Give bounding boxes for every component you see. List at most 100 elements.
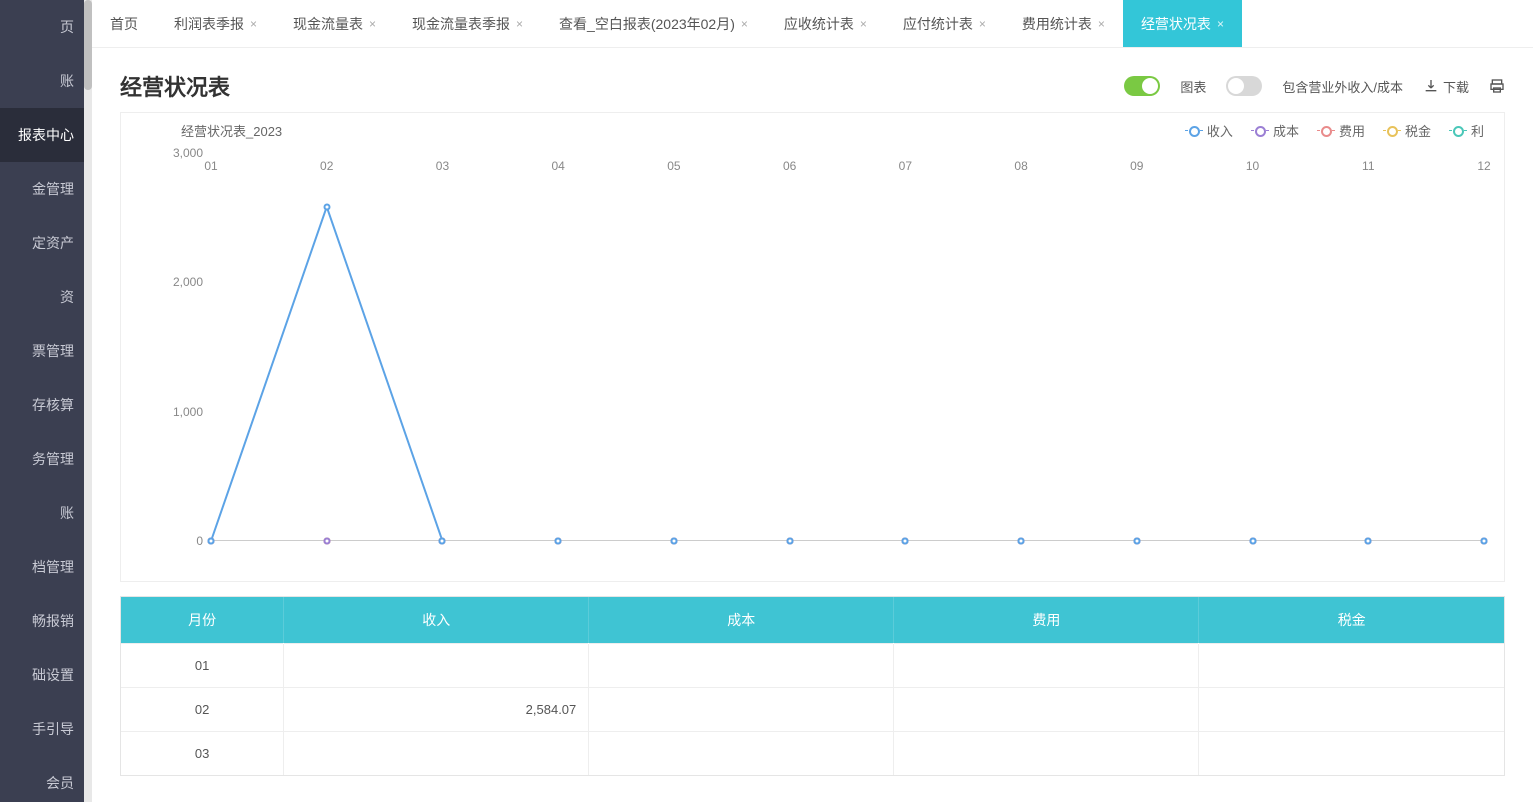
sidebar-item[interactable]: 资 xyxy=(0,270,92,324)
data-table-container: 月份收入成本费用税金 01022,584.0703 xyxy=(120,596,1505,776)
page-header: 经营状况表 图表 包含营业外收入/成本 下载 xyxy=(92,48,1533,112)
legend-marker xyxy=(1185,130,1203,131)
sidebar-item[interactable]: 档管理 xyxy=(0,540,92,594)
legend-item[interactable]: 成本 xyxy=(1251,121,1299,140)
chart-marker[interactable] xyxy=(1018,538,1025,545)
toggle-extra-label: 包含营业外收入/成本 xyxy=(1282,77,1403,96)
chart-marker[interactable] xyxy=(1365,538,1372,545)
sidebar-item[interactable]: 金管理 xyxy=(0,162,92,216)
download-button[interactable]: 下载 xyxy=(1423,77,1469,96)
x-axis-label: 01 xyxy=(204,159,217,173)
tab-bar: 首页利润表季报×现金流量表×现金流量表季报×查看_空白报表(2023年02月)×… xyxy=(92,0,1533,48)
legend-item[interactable]: 收入 xyxy=(1185,121,1233,140)
chart-marker[interactable] xyxy=(1133,538,1140,545)
sidebar-item[interactable]: 手引导 xyxy=(0,702,92,756)
table-cell: 01 xyxy=(121,643,284,687)
tab[interactable]: 首页 xyxy=(92,0,156,47)
legend-label: 费用 xyxy=(1339,121,1365,140)
sidebar-scrollbar[interactable] xyxy=(84,0,92,802)
sidebar-item[interactable]: 账 xyxy=(0,54,92,108)
table-body: 01022,584.0703 xyxy=(121,643,1504,775)
tab[interactable]: 费用统计表 × xyxy=(1004,0,1123,47)
table-cell xyxy=(1199,643,1504,687)
tab[interactable]: 现金流量表季报 × xyxy=(394,0,541,47)
download-label: 下载 xyxy=(1443,77,1469,96)
chart-svg xyxy=(211,153,1484,541)
table-cell: 02 xyxy=(121,687,284,731)
tab-label: 经营状况表 xyxy=(1141,14,1211,34)
legend-marker xyxy=(1251,130,1269,131)
tab[interactable]: 现金流量表 × xyxy=(275,0,394,47)
legend-item[interactable]: 税金 xyxy=(1383,121,1431,140)
y-axis-label: 0 xyxy=(196,534,203,548)
download-icon xyxy=(1423,78,1439,94)
close-icon[interactable]: × xyxy=(860,17,867,31)
chart-marker[interactable] xyxy=(670,538,677,545)
x-axis-label: 10 xyxy=(1246,159,1259,173)
table-row: 022,584.07 xyxy=(121,687,1504,731)
sidebar-item[interactable]: 务管理 xyxy=(0,432,92,486)
chart-marker[interactable] xyxy=(902,538,909,545)
legend-label: 收入 xyxy=(1207,121,1233,140)
chart-marker[interactable] xyxy=(323,203,330,210)
legend-label: 税金 xyxy=(1405,121,1431,140)
tab[interactable]: 经营状况表 × xyxy=(1123,0,1242,47)
sidebar-item[interactable]: 页 xyxy=(0,0,92,54)
table-cell xyxy=(589,731,894,775)
table-cell: 2,584.07 xyxy=(284,687,589,731)
sidebar-item[interactable]: 畅报销 xyxy=(0,594,92,648)
tab[interactable]: 应付统计表× xyxy=(885,0,1004,47)
tab[interactable]: 查看_空白报表(2023年02月)× xyxy=(541,0,766,47)
close-icon[interactable]: × xyxy=(1217,17,1224,31)
toggle-chart[interactable] xyxy=(1124,76,1160,96)
tab-label: 应收统计表 xyxy=(784,14,854,34)
tab[interactable]: 利润表季报 × xyxy=(156,0,275,47)
close-icon[interactable]: × xyxy=(250,17,257,31)
toggle-chart-label: 图表 xyxy=(1180,77,1206,96)
close-icon[interactable]: × xyxy=(1098,17,1105,31)
close-icon[interactable]: × xyxy=(516,17,523,31)
sidebar-item[interactable]: 会员 xyxy=(0,756,92,802)
tab-label: 费用统计表 xyxy=(1022,14,1092,34)
chart-marker[interactable] xyxy=(1249,538,1256,545)
close-icon[interactable]: × xyxy=(979,17,986,31)
data-table: 月份收入成本费用税金 01022,584.0703 xyxy=(121,597,1504,775)
legend-item[interactable]: 利 xyxy=(1449,121,1484,140)
chart-marker[interactable] xyxy=(208,538,215,545)
tab-label: 首页 xyxy=(110,14,138,34)
chart-marker[interactable] xyxy=(439,538,446,545)
table-header-cell: 税金 xyxy=(1199,597,1504,643)
table-cell xyxy=(589,643,894,687)
chart-marker[interactable] xyxy=(555,538,562,545)
table-header-row: 月份收入成本费用税金 xyxy=(121,597,1504,643)
sidebar-item[interactable]: 账 xyxy=(0,486,92,540)
chart-title: 经营状况表_2023 xyxy=(181,121,282,140)
legend-marker xyxy=(1449,130,1467,131)
x-axis-label: 11 xyxy=(1362,159,1374,173)
legend-marker xyxy=(1317,130,1335,131)
sidebar-scrollbar-thumb[interactable] xyxy=(84,0,92,90)
legend-item[interactable]: 费用 xyxy=(1317,121,1365,140)
close-icon[interactable]: × xyxy=(369,17,376,31)
tab-label: 利润表季报 xyxy=(174,14,244,34)
chart-marker[interactable] xyxy=(323,538,330,545)
table-header-cell: 费用 xyxy=(894,597,1199,643)
sidebar-item[interactable]: 定资产 xyxy=(0,216,92,270)
x-axis-label: 06 xyxy=(783,159,796,173)
sidebar-item[interactable]: 础设置 xyxy=(0,648,92,702)
sidebar-item[interactable]: 票管理 xyxy=(0,324,92,378)
print-icon[interactable] xyxy=(1489,78,1505,94)
legend-label: 成本 xyxy=(1273,121,1299,140)
tab-label: 现金流量表季报 xyxy=(412,14,510,34)
tab-label: 现金流量表 xyxy=(293,14,363,34)
x-axis-label: 03 xyxy=(436,159,449,173)
toggle-extra-income[interactable] xyxy=(1226,76,1262,96)
table-cell xyxy=(894,731,1199,775)
sidebar-item[interactable]: 报表中心 xyxy=(0,108,92,162)
chart-marker[interactable] xyxy=(1481,538,1488,545)
tab[interactable]: 应收统计表 × xyxy=(766,0,885,47)
close-icon[interactable]: × xyxy=(741,17,748,31)
sidebar-item[interactable]: 存核算 xyxy=(0,378,92,432)
chart-marker[interactable] xyxy=(786,538,793,545)
page-title: 经营状况表 xyxy=(120,70,1104,102)
